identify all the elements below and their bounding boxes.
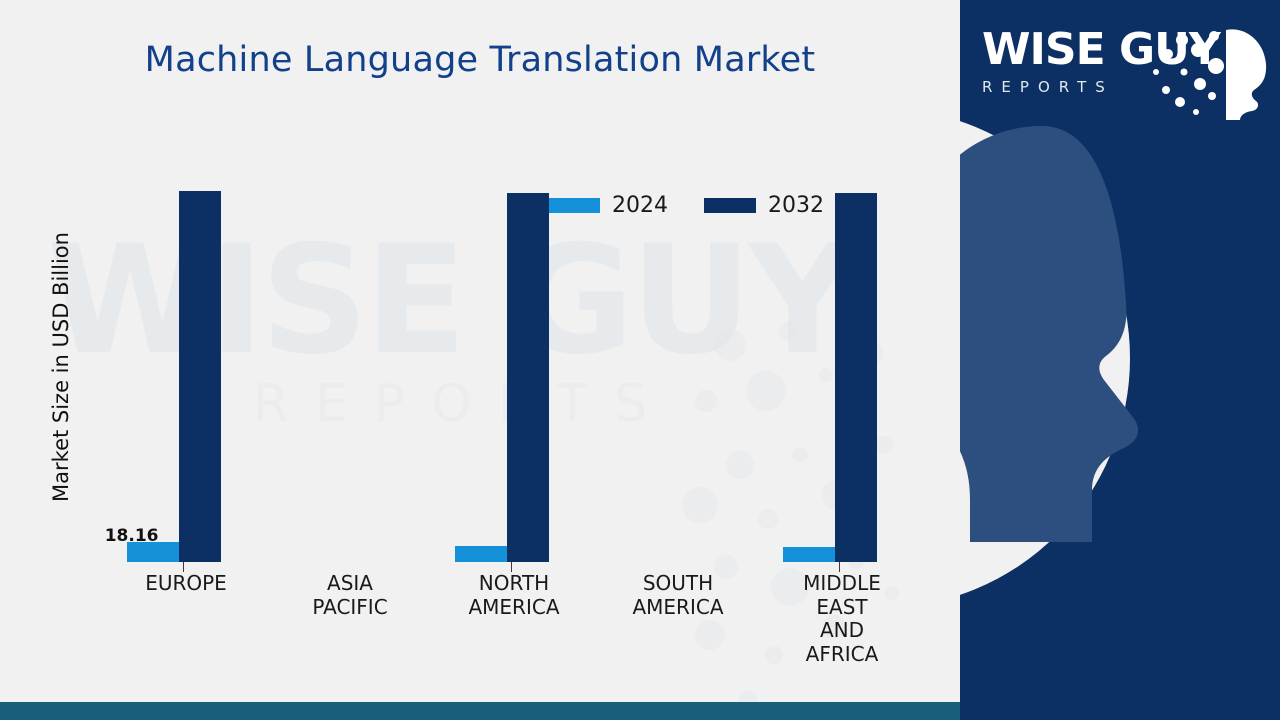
- chart-panel: WISE GUY REPORTS Machine Language Tra: [0, 40, 960, 720]
- data-label: 18.16: [104, 526, 159, 546]
- axis-tick: [838, 562, 840, 572]
- bar-2032[interactable]: [834, 193, 877, 562]
- plot-area: EUROPE ASIA PACIFIC NORTH AMERICA SOUTH AME…: [104, 180, 924, 666]
- category-label: MIDDLE EAST AND AFRICA: [803, 571, 881, 666]
- category-label: SOUTH AMERICA: [632, 571, 724, 619]
- logo-tagline: REPORTS: [982, 78, 1114, 96]
- bar-2024[interactable]: [126, 541, 183, 562]
- legend-label-2024: 2024: [612, 193, 668, 218]
- bar-group: SOUTH AMERICA: [596, 180, 760, 618]
- bar-2032[interactable]: [178, 191, 221, 562]
- logo: WISE GUY REPORTS: [982, 28, 1267, 120]
- bar-2032[interactable]: [506, 193, 549, 562]
- head-silhouette-icon: [960, 126, 1139, 542]
- bar-group: ASIA PACIFIC: [268, 180, 549, 618]
- logo-dots-head-icon: [1153, 29, 1267, 120]
- category-label: ASIA PACIFIC: [312, 571, 388, 619]
- y-axis-title: Market Size in USD Billion: [49, 232, 73, 502]
- category-label: EUROPE: [145, 571, 227, 595]
- chart-legend: 2024 2032: [548, 193, 824, 218]
- brand-panel: WISE GUY REPORTS: [960, 0, 1280, 720]
- page-title: Machine Language Translation Market: [144, 40, 816, 80]
- category-label: NORTH AMERICA: [468, 571, 560, 619]
- axis-tick: [182, 562, 184, 572]
- legend-swatch-2032: [704, 198, 756, 213]
- bar-2024[interactable]: [782, 547, 839, 562]
- legend-item-2024[interactable]: 2024: [548, 193, 668, 218]
- legend-swatch-2024: [548, 198, 600, 213]
- legend-label-2032: 2032: [768, 193, 824, 218]
- bar-group: EUROPE: [104, 180, 268, 595]
- bar-2024[interactable]: [454, 545, 511, 562]
- axis-tick: [510, 562, 512, 572]
- footer-strip: [0, 702, 960, 720]
- legend-item-2032[interactable]: 2032: [704, 193, 824, 218]
- bar-group: NORTH AMERICA: [432, 180, 877, 618]
- bar-group: MIDDLE EAST AND AFRICA: [760, 180, 924, 665]
